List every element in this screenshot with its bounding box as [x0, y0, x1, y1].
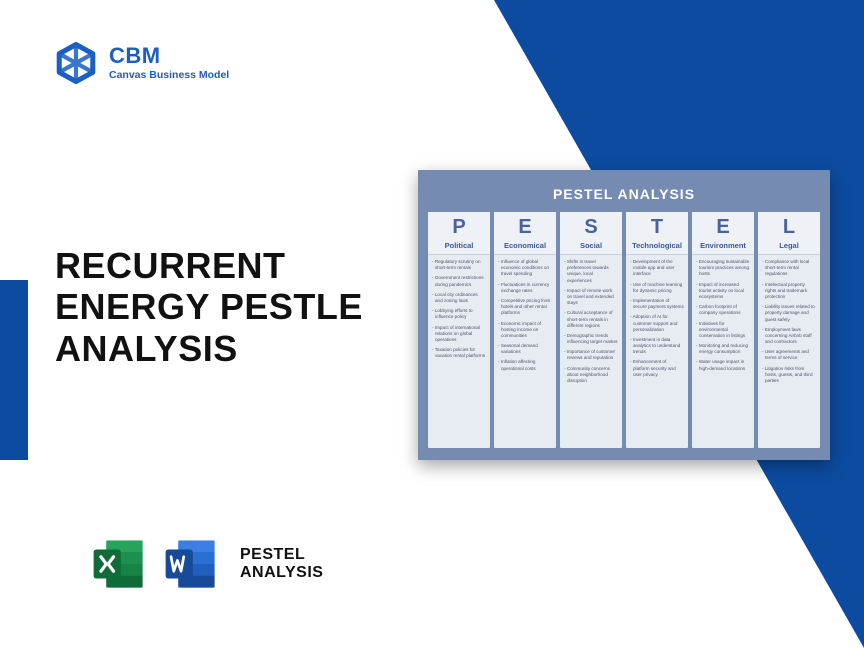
- pestel-column-letter: E: [692, 212, 754, 239]
- pestel-item: User agreements and terms of service: [762, 349, 816, 361]
- pestel-item: Monitoring and reducing energy consumpti…: [696, 343, 750, 355]
- pestel-column-letter: E: [494, 212, 556, 239]
- brand-name: CBM: [109, 45, 229, 67]
- title-line-3: ANALYSIS: [55, 328, 238, 369]
- pestel-item: Government restrictions during pandemics: [432, 275, 486, 287]
- pestel-column-body: Regulatory scrutiny on short-term rental…: [428, 255, 490, 448]
- title-line-1: RECURRENT: [55, 245, 286, 286]
- pestel-column: LLegal Compliance with local short-term r…: [758, 212, 820, 448]
- pestel-item: Seasonal demand variations: [498, 343, 552, 355]
- pestel-column: EEconomical Influence of global economic …: [494, 212, 556, 448]
- pestel-column-label: Environment: [692, 239, 754, 255]
- pestel-column-body: Shifts in travel preferences towards uni…: [560, 255, 622, 448]
- pestel-column-letter: L: [758, 212, 820, 239]
- pestel-item: Employment laws concerning Airbnb staff …: [762, 327, 816, 346]
- excel-icon: [90, 535, 148, 593]
- pestel-item: Investment in data analytics to understa…: [630, 337, 684, 356]
- pestel-column-body: Influence of global economic conditions …: [494, 255, 556, 448]
- title-line-2: ENERGY PESTLE: [55, 286, 363, 327]
- pestel-column: EEnvironment Encouraging sustainable tour…: [692, 212, 754, 448]
- pestel-item: Inflation affecting operational costs: [498, 359, 552, 371]
- pestel-item: Influence of global economic conditions …: [498, 259, 552, 278]
- pestel-item: Economic impact of hosting income on com…: [498, 321, 552, 340]
- pestel-column-letter: P: [428, 212, 490, 239]
- pestel-item: Regulatory scrutiny on short-term rental…: [432, 259, 486, 271]
- pestel-column-body: Compliance with local short-term rental …: [758, 255, 820, 448]
- pestel-column-letter: T: [626, 212, 688, 239]
- pestel-item: Demographic trends influencing target ma…: [564, 333, 618, 345]
- pestel-item: Lobbying efforts to influence policy: [432, 308, 486, 320]
- footer-line-2: ANALYSIS: [240, 564, 323, 582]
- pestel-card-title: PESTEL ANALYSIS: [428, 180, 820, 212]
- footer-line-1: PESTEL: [240, 546, 323, 564]
- pestel-item: Fluctuations in currency exchange rates: [498, 282, 552, 294]
- pestel-item: Water usage impact in high-demand locati…: [696, 359, 750, 371]
- pestel-item: Liability issues related to property dam…: [762, 304, 816, 323]
- pestel-column-label: Social: [560, 239, 622, 255]
- footer-block: PESTEL ANALYSIS: [90, 535, 323, 593]
- pestel-item: Intellectual property rights and tradema…: [762, 282, 816, 301]
- pestel-column: SSocial Shifts in travel preferences towa…: [560, 212, 622, 448]
- pestel-item: Taxation policies for vacation rental pl…: [432, 347, 486, 359]
- pestel-item: Development of the mobile app and user i…: [630, 259, 684, 278]
- pestel-column-label: Economical: [494, 239, 556, 255]
- pestel-item: Impact of remote work on travel and exte…: [564, 288, 618, 307]
- pestel-column-body: Development of the mobile app and user i…: [626, 255, 688, 448]
- pestel-item: Importance of customer reviews and reput…: [564, 349, 618, 361]
- pestel-item: Adoption of AI for customer support and …: [630, 314, 684, 333]
- pestel-item: Encouraging sustainable tourism practice…: [696, 259, 750, 278]
- pestel-column-label: Legal: [758, 239, 820, 255]
- brand-logo-icon: [55, 42, 97, 84]
- pestel-item: Community concerns about neighborhood di…: [564, 366, 618, 385]
- brand-tagline: Canvas Business Model: [109, 69, 229, 82]
- page-title: RECURRENT ENERGY PESTLE ANALYSIS: [55, 245, 363, 369]
- pestel-item: Cultural acceptance of short-term rental…: [564, 310, 618, 329]
- pestel-item: Impact of increased tourist activity on …: [696, 282, 750, 301]
- pestel-item: Litigation risks from hosts, guests, and…: [762, 366, 816, 385]
- pestel-item: Enhancement of platform security and use…: [630, 359, 684, 378]
- pestel-column-letter: S: [560, 212, 622, 239]
- pestel-item: Impact of international relations on glo…: [432, 325, 486, 344]
- pestel-item: Use of machine learning for dynamic pric…: [630, 282, 684, 294]
- pestel-column: PPolitical Regulatory scrutiny on short-t…: [428, 212, 490, 448]
- pestel-column-label: Political: [428, 239, 490, 255]
- pestel-item: Initiatives for environmental conservati…: [696, 321, 750, 340]
- brand-logo-block: CBM Canvas Business Model: [55, 42, 229, 84]
- pestel-column-label: Technological: [626, 239, 688, 255]
- pestel-column-body: Encouraging sustainable tourism practice…: [692, 255, 754, 448]
- pestel-column: TTechnological Development of the mobile …: [626, 212, 688, 448]
- pestel-item: Compliance with local short-term rental …: [762, 259, 816, 278]
- pestel-item: Shifts in travel preferences towards uni…: [564, 259, 618, 284]
- left-accent-bar: [0, 280, 28, 460]
- pestel-card: PESTEL ANALYSIS PPolitical Regulatory scr…: [418, 170, 830, 460]
- pestel-item: Carbon footprint of company operations: [696, 304, 750, 316]
- pestel-grid: PPolitical Regulatory scrutiny on short-t…: [428, 212, 820, 448]
- pestel-item: Competitive pricing from hotels and othe…: [498, 298, 552, 317]
- pestel-item: Implementation of secure payment systems: [630, 298, 684, 310]
- pestel-item: Local city ordinances and zoning laws: [432, 292, 486, 304]
- word-icon: [162, 535, 220, 593]
